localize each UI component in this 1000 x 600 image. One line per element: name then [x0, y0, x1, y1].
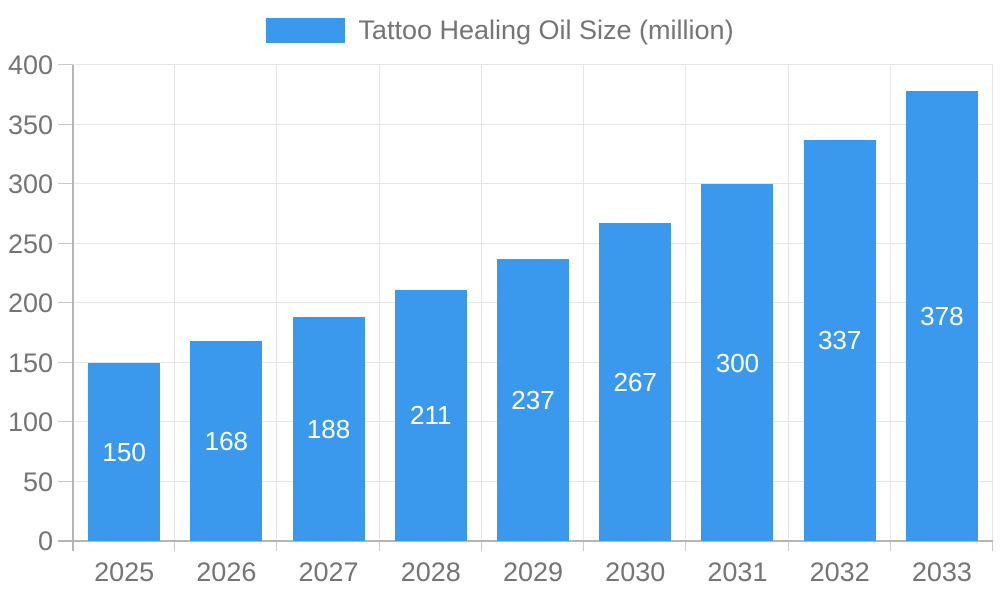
- gridline-x-9: [992, 65, 993, 541]
- y-tick-200: [58, 302, 73, 303]
- bar-2033[interactable]: [905, 91, 978, 541]
- x-axis-label-2030: 2030: [605, 557, 666, 587]
- bar-value-2033: 378: [920, 301, 964, 332]
- y-tick-350: [58, 123, 73, 125]
- x-tick-9: [992, 541, 993, 551]
- gridline-x-5: [583, 65, 585, 541]
- bar-value-2032: 337: [817, 325, 862, 356]
- bar-2027[interactable]: [292, 317, 365, 541]
- x-tick-5: [583, 541, 585, 551]
- x-tick-8: [889, 541, 891, 551]
- y-axis-label-250: 250: [7, 228, 53, 259]
- y-axis-label-0: 0: [37, 526, 53, 556]
- gridline-y-300: [73, 183, 993, 184]
- y-axis-label-350: 350: [7, 109, 53, 140]
- legend-label: Tattoo Healing Oil Size (million): [358, 15, 734, 45]
- bar-2025[interactable]: [88, 362, 161, 541]
- x-axis-label-2025: 2025: [94, 557, 155, 587]
- x-axis-label-2033: 2033: [911, 557, 972, 587]
- bar-value-2030: 267: [613, 367, 657, 398]
- x-axis-label-2029: 2029: [502, 557, 564, 587]
- y-axis-label-400: 400: [7, 50, 53, 80]
- bar-2032[interactable]: [803, 139, 876, 541]
- gridline-x-3: [378, 65, 380, 541]
- legend[interactable]: Tattoo Healing Oil Size (million): [0, 15, 1000, 45]
- x-axis-label-2027: 2027: [298, 557, 359, 587]
- gridline-x-1: [174, 65, 176, 541]
- y-axis-line: [72, 65, 74, 551]
- bar-value-2027: 188: [306, 414, 351, 445]
- y-tick-250: [58, 242, 73, 244]
- gridline-x-4: [480, 65, 482, 541]
- gridline-x-7: [787, 65, 789, 541]
- bar-value-2028: 211: [410, 400, 452, 431]
- gridline-x-2: [276, 65, 278, 541]
- bar-value-2029: 237: [511, 384, 555, 415]
- x-tick-1: [174, 541, 176, 551]
- y-axis-label-50: 50: [22, 466, 53, 497]
- x-tick-2: [276, 541, 278, 551]
- y-axis-label-100: 100: [7, 407, 53, 437]
- y-axis-label-200: 200: [7, 288, 53, 318]
- x-axis-label-2026: 2026: [196, 557, 257, 587]
- gridline-x-8: [889, 65, 891, 541]
- bar-2028[interactable]: [394, 289, 467, 541]
- y-tick-100: [58, 421, 73, 422]
- gridline-x-6: [685, 65, 687, 541]
- legend-swatch-icon: [266, 17, 346, 43]
- y-tick-50: [58, 480, 73, 482]
- bar-2030[interactable]: [599, 223, 672, 541]
- x-axis-label-2032: 2032: [809, 557, 870, 587]
- x-tick-3: [378, 541, 380, 551]
- bar-value-2026: 168: [204, 426, 249, 457]
- x-tick-4: [480, 541, 482, 551]
- bar-value-2025: 150: [102, 436, 146, 467]
- gridline-y-400: [73, 64, 993, 65]
- x-tick-7: [787, 541, 789, 551]
- y-axis-label-150: 150: [7, 347, 53, 378]
- bar-2031[interactable]: [701, 184, 774, 541]
- y-tick-300: [58, 183, 73, 184]
- x-tick-6: [685, 541, 687, 551]
- x-axis-line: [58, 540, 993, 542]
- y-tick-150: [58, 361, 73, 363]
- y-axis-label-300: 300: [7, 169, 53, 199]
- bar-value-2031: 300: [715, 347, 760, 378]
- y-tick-400: [58, 64, 73, 65]
- gridline-y-350: [73, 123, 993, 125]
- x-axis-label-2031: 2031: [707, 557, 768, 587]
- bar-2029[interactable]: [497, 258, 569, 541]
- bar-2026[interactable]: [190, 341, 263, 541]
- gridline-y-250: [73, 242, 993, 244]
- x-axis-label-2028: 2028: [400, 557, 461, 587]
